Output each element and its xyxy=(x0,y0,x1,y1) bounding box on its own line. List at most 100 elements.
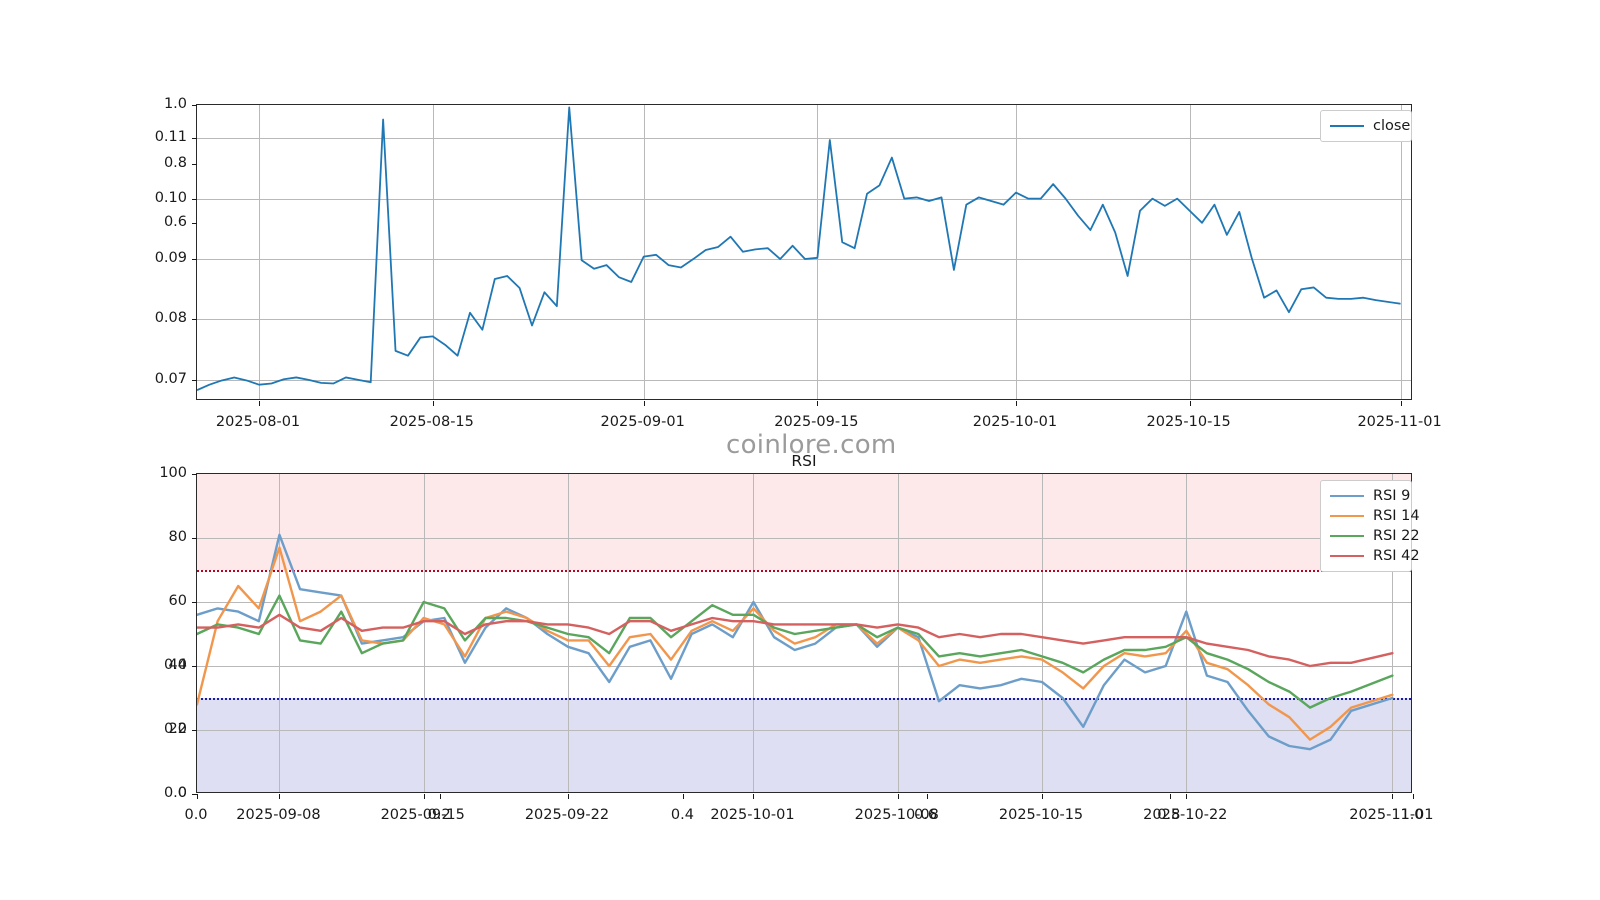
rsi-gridline-vertical xyxy=(897,474,899,792)
price-y-secondary-tick-label: 0.8 xyxy=(163,155,187,172)
rsi-x-secondary-tick-label: 0.8 xyxy=(1157,807,1181,823)
legend-color-swatch-icon xyxy=(1330,515,1364,517)
legend-label: RSI 42 xyxy=(1373,548,1420,564)
legend-label: RSI 22 xyxy=(1373,528,1420,544)
rsi-y-secondary-tick-label: 0.4 xyxy=(163,657,187,673)
rsi-legend-item[interactable]: RSI 42 xyxy=(1330,546,1420,566)
y-tick-mark xyxy=(192,730,197,731)
price-y-tick-label: 0.08 xyxy=(154,310,187,327)
price-x-tick-label: 2025-10-15 xyxy=(1146,414,1231,430)
rsi-gridline-vertical xyxy=(1392,474,1394,792)
rsi-chart-legend: RSI 9 RSI 14 RSI 22 RSI 42 xyxy=(1320,480,1420,572)
x-tick-mark xyxy=(683,794,685,799)
price-x-tick-label: 2025-10-01 xyxy=(972,414,1058,430)
rsi-gridline-horizontal xyxy=(197,666,1411,667)
rsi-y-secondary-tick-label: 0.0 xyxy=(163,785,187,801)
rsi-chart-title: RSI xyxy=(791,452,817,470)
x-tick-mark xyxy=(1169,794,1171,799)
legend-color-swatch-icon xyxy=(1330,495,1364,497)
price-series-close xyxy=(197,106,1401,391)
x-tick-mark xyxy=(643,401,645,406)
rsi-gridline-vertical xyxy=(1042,474,1044,792)
price-gridline-vertical xyxy=(1189,105,1191,399)
price-legend-item[interactable]: close xyxy=(1330,116,1410,136)
y-tick-mark xyxy=(192,223,197,225)
price-chart-legend: close xyxy=(1320,110,1412,142)
coinlore-watermark: coinlore.com xyxy=(726,430,897,460)
rsi-y-secondary-tick-label: 0.2 xyxy=(163,721,187,737)
x-tick-mark xyxy=(440,794,442,799)
x-tick-mark xyxy=(1189,401,1191,406)
rsi-threshold-line-oversold xyxy=(197,698,1411,700)
price-x-tick-label: 2025-09-01 xyxy=(600,414,685,430)
rsi-x-tick-label: 2025-10-08 xyxy=(854,807,939,823)
price-gridline-horizontal xyxy=(197,319,1411,321)
x-tick-mark xyxy=(897,794,899,799)
price-gridline-vertical xyxy=(1400,105,1402,399)
rsi-plot-area xyxy=(197,474,1411,792)
rsi-legend-item[interactable]: RSI 14 xyxy=(1330,506,1420,526)
rsi-x-tick-label: 2025-09-22 xyxy=(524,807,610,823)
price-gridline-vertical xyxy=(432,105,434,399)
rsi-gridline-horizontal xyxy=(197,730,1411,731)
x-tick-mark xyxy=(1042,794,1044,799)
legend-color-swatch-icon xyxy=(1330,125,1364,127)
price-gridline-vertical xyxy=(1015,105,1017,399)
y-tick-mark xyxy=(192,138,197,140)
rsi-x-secondary-tick-label: 0.0 xyxy=(184,807,208,823)
rsi-legend-item[interactable]: RSI 9 xyxy=(1330,486,1410,506)
rsi-gridline-vertical xyxy=(423,474,425,792)
price-y-tick-label: 0.07 xyxy=(154,370,187,387)
rsi-x-tick-label: 2025-10-15 xyxy=(998,807,1084,823)
x-tick-mark xyxy=(817,401,819,406)
price-gridline-horizontal xyxy=(197,379,1411,381)
price-x-tick-label: 2025-11-01 xyxy=(1357,414,1442,430)
x-tick-mark xyxy=(1392,794,1394,799)
x-tick-mark xyxy=(1015,401,1017,406)
rsi-x-tick-label: 2025-11-01 xyxy=(1349,807,1434,823)
x-tick-mark xyxy=(197,794,198,799)
y-tick-mark xyxy=(192,259,197,261)
rsi-x-secondary-tick-label: 0.2 xyxy=(427,807,451,823)
price-y-secondary-tick-label: 1.0 xyxy=(163,96,187,112)
price-x-tick-label: 2025-08-15 xyxy=(389,414,474,430)
rsi-x-tick-label: 2025-10-22 xyxy=(1143,807,1228,823)
y-tick-mark xyxy=(192,474,197,475)
rsi-x-tick-label: 2025-09-15 xyxy=(380,807,465,823)
rsi-gridline-horizontal xyxy=(197,538,1411,539)
rsi-gridline-vertical xyxy=(279,474,281,792)
price-y-secondary-tick-label: 0.6 xyxy=(163,214,187,231)
price-plot-area xyxy=(197,105,1411,399)
x-tick-mark xyxy=(567,794,569,799)
price-gridline-vertical xyxy=(259,105,261,399)
rsi-series-rsi-9 xyxy=(197,533,1394,751)
y-tick-mark xyxy=(192,319,197,321)
rsi-series-rsi-22 xyxy=(197,594,1394,709)
y-tick-mark xyxy=(192,666,197,667)
y-tick-mark xyxy=(192,198,197,200)
rsi-threshold-band xyxy=(197,474,1411,570)
rsi-x-tick-label: 2025-10-01 xyxy=(710,807,795,823)
x-tick-mark xyxy=(432,401,434,406)
price-y-tick-label: 0.10 xyxy=(154,189,187,206)
x-tick-mark xyxy=(926,794,928,799)
price-y-tick-label: 0.09 xyxy=(154,250,187,267)
rsi-series-rsi-42 xyxy=(197,613,1394,668)
rsi-x-secondary-tick-label: 1.0 xyxy=(1400,807,1424,823)
y-tick-mark xyxy=(192,379,197,381)
x-tick-mark xyxy=(1186,794,1188,799)
rsi-y-tick-label: 60 xyxy=(168,593,187,609)
rsi-y-tick-label: 80 xyxy=(168,529,187,545)
rsi-legend-item[interactable]: RSI 22 xyxy=(1330,526,1420,546)
rsi-gridline-horizontal xyxy=(197,602,1411,603)
rsi-gridline-vertical xyxy=(753,474,755,792)
x-tick-mark xyxy=(259,401,261,406)
rsi-x-secondary-tick-label: 0.4 xyxy=(670,807,694,823)
price-x-tick-label: 2025-09-15 xyxy=(774,414,859,430)
rsi-y-tick-label: 100 xyxy=(159,465,187,481)
price-gridline-vertical xyxy=(643,105,645,399)
rsi-series-group xyxy=(197,533,1394,751)
y-tick-mark xyxy=(192,794,197,795)
rsi-chart-panel xyxy=(192,473,1414,799)
rsi-x-secondary-tick-label: 0.6 xyxy=(914,807,938,823)
